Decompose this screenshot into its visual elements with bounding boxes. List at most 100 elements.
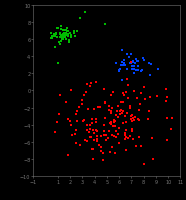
Point: [89, 85, 92, 88]
Point: [95, 81, 98, 84]
Point: [148, 110, 151, 113]
Point: [110, 133, 113, 137]
Point: [124, 129, 127, 132]
Point: [130, 113, 133, 117]
Point: [121, 122, 124, 125]
Point: [65, 34, 68, 38]
Point: [97, 144, 100, 147]
Point: [121, 64, 124, 68]
Point: [66, 153, 69, 156]
Point: [78, 17, 81, 20]
Point: [125, 91, 128, 94]
Point: [127, 56, 130, 59]
Point: [120, 61, 123, 64]
Point: [117, 70, 120, 73]
Point: [135, 59, 138, 62]
Point: [59, 36, 62, 40]
Point: [131, 65, 134, 68]
Point: [102, 130, 105, 133]
Point: [117, 115, 120, 119]
Point: [102, 124, 105, 127]
Point: [110, 121, 113, 124]
Point: [130, 54, 133, 57]
Point: [104, 117, 107, 120]
Point: [113, 135, 116, 138]
Point: [125, 121, 128, 124]
Point: [71, 134, 74, 137]
Point: [59, 43, 62, 47]
Point: [104, 102, 107, 105]
Point: [90, 118, 93, 121]
Point: [86, 83, 89, 87]
Point: [129, 107, 132, 110]
Point: [123, 60, 126, 63]
Point: [84, 139, 87, 142]
Point: [125, 149, 128, 152]
Point: [86, 139, 89, 143]
Point: [94, 118, 97, 121]
Point: [137, 119, 140, 122]
Point: [107, 105, 110, 108]
Point: [121, 61, 124, 64]
Point: [95, 140, 98, 143]
Point: [62, 33, 65, 36]
Point: [93, 131, 96, 135]
Point: [124, 138, 127, 141]
Point: [96, 106, 99, 109]
Point: [112, 121, 115, 124]
Point: [131, 128, 134, 131]
Point: [101, 152, 104, 155]
Point: [164, 100, 167, 103]
Point: [86, 108, 89, 111]
Point: [70, 34, 73, 38]
Point: [73, 35, 76, 38]
Point: [51, 35, 54, 38]
Point: [99, 106, 102, 109]
Point: [77, 106, 80, 109]
Point: [53, 34, 56, 37]
Point: [74, 133, 77, 136]
Point: [120, 112, 123, 115]
Point: [69, 124, 72, 127]
Point: [108, 109, 110, 112]
Point: [100, 134, 102, 137]
Point: [81, 103, 84, 106]
Point: [111, 124, 114, 127]
Point: [93, 108, 96, 111]
Point: [65, 101, 68, 105]
Point: [53, 130, 56, 134]
Point: [122, 59, 125, 63]
Point: [53, 35, 56, 38]
Point: [65, 27, 68, 30]
Point: [141, 57, 144, 61]
Point: [54, 34, 57, 37]
Point: [96, 138, 99, 141]
Point: [107, 130, 110, 133]
Point: [80, 99, 83, 103]
Point: [92, 139, 95, 142]
Point: [136, 69, 139, 72]
Point: [50, 32, 53, 36]
Point: [73, 33, 76, 36]
Point: [108, 122, 111, 125]
Point: [136, 65, 139, 69]
Point: [134, 145, 137, 148]
Point: [136, 60, 139, 63]
Point: [89, 136, 92, 139]
Point: [54, 36, 57, 39]
Point: [128, 105, 131, 108]
Point: [62, 33, 65, 36]
Point: [58, 113, 61, 116]
Point: [114, 151, 117, 154]
Point: [66, 30, 69, 34]
Point: [73, 30, 76, 34]
Point: [64, 30, 67, 33]
Point: [64, 36, 67, 39]
Point: [68, 41, 70, 44]
Point: [136, 60, 139, 63]
Point: [131, 137, 134, 141]
Point: [60, 40, 62, 43]
Point: [131, 68, 134, 72]
Point: [123, 94, 126, 97]
Point: [142, 162, 145, 165]
